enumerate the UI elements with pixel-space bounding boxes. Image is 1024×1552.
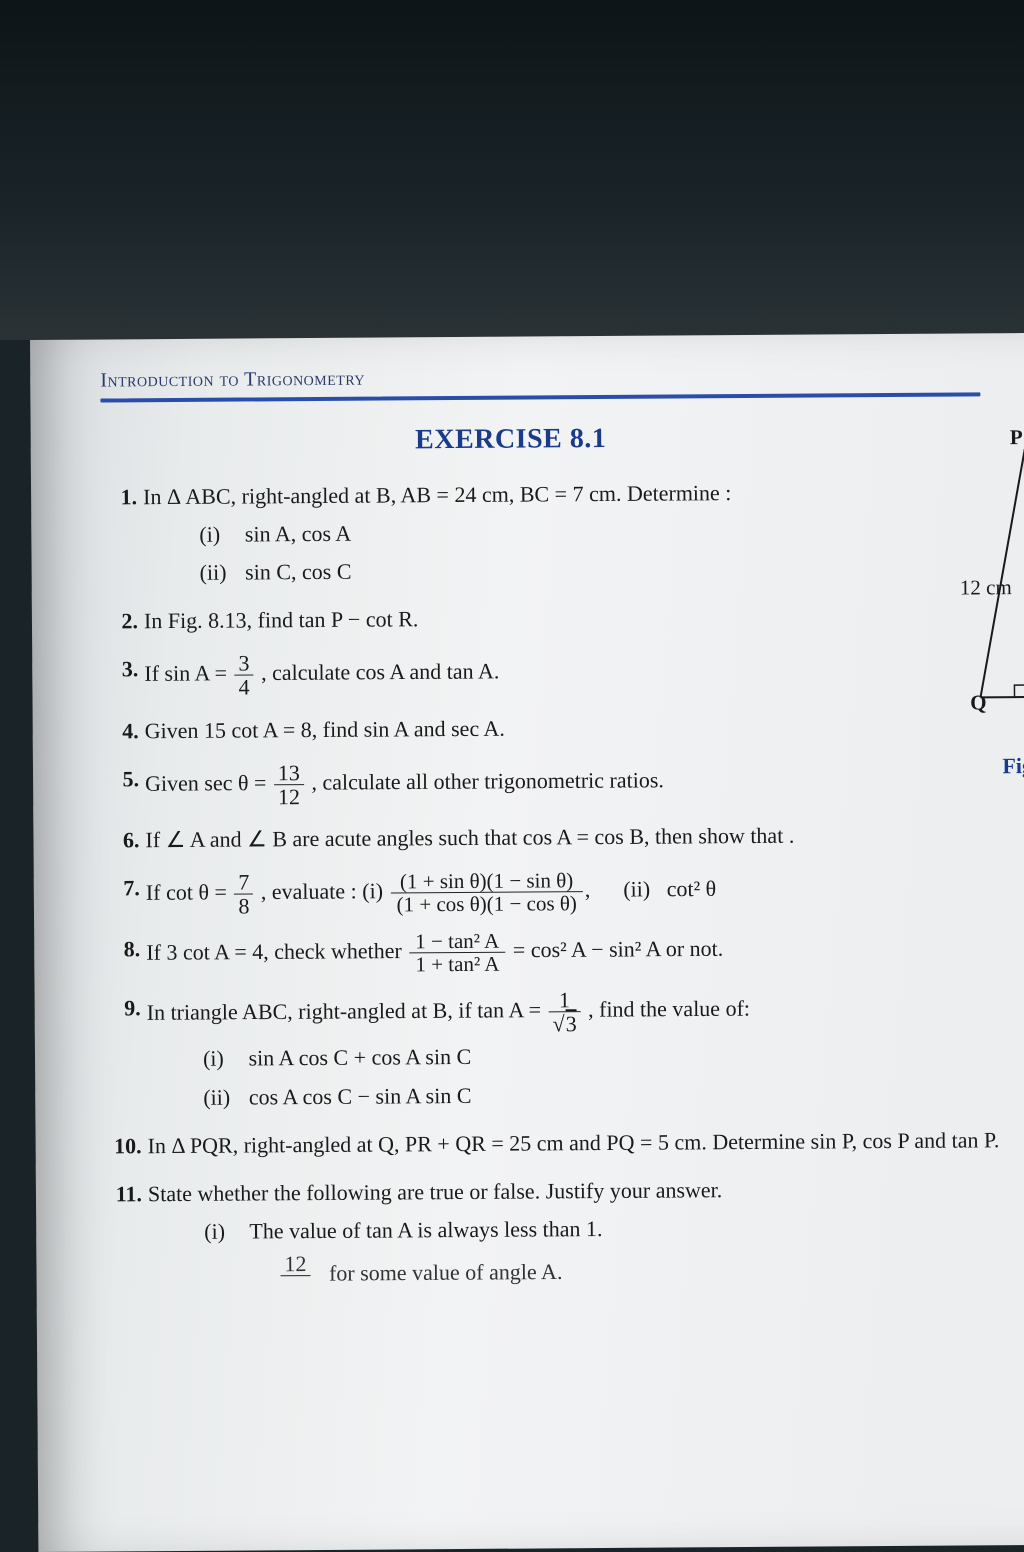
problem-number: 7.: [104, 871, 140, 905]
exercise-title: EXERCISE 8.1: [101, 421, 921, 459]
sub-item: (i) The value of tan A is always less th…: [148, 1209, 1006, 1249]
problem-5: 5. Given sec θ = 13 12 , calculate all o…: [103, 756, 1003, 809]
cutoff-text: for some value of angle A.: [329, 1259, 563, 1286]
problem-2: 2. In Fig. 8.13, find tan P − cot R.: [102, 599, 1002, 639]
photo-dark-area: [0, 0, 1024, 340]
problem-text-post: , evaluate : (i): [261, 878, 389, 904]
sqrt-radicand: 3: [565, 1012, 577, 1037]
problem-text: State whether the following are true or …: [148, 1177, 722, 1206]
problem-number: 11.: [106, 1177, 142, 1211]
problem-3: 3. If sin A = 3 4 , calculate cos A and …: [102, 647, 1002, 700]
sub-label: (ii): [623, 876, 650, 901]
vertex-label-p: P: [1010, 425, 1023, 450]
problem-text: In Fig. 8.13, find tan P − cot R.: [144, 607, 419, 634]
problem-10: 10. In Δ PQR, right-angled at Q, PR + QR…: [106, 1123, 1006, 1163]
fraction-num: 12: [280, 1252, 310, 1276]
comma: ,: [585, 876, 618, 901]
sub-item: (i) sin A, cos A: [143, 512, 1001, 552]
figure-caption-partial: Fig: [1002, 753, 1024, 779]
cutoff-line: 12 for some value of angle A.: [148, 1247, 1006, 1300]
problem-text: Given 15 cot A = 8, find sin A and sec A…: [145, 715, 505, 743]
problem-number: 1.: [101, 480, 137, 514]
sub-text: The value of tan A is always less than 1…: [249, 1216, 602, 1243]
problem-text-pre: Given sec θ =: [145, 770, 272, 796]
problem-text: In Δ PQR, right-angled at Q, PR + QR = 2…: [148, 1127, 1000, 1158]
problem-number: 6.: [103, 823, 139, 857]
problem-text: If ∠ A and ∠ B are acute angles such tha…: [145, 823, 794, 853]
header-rule: [100, 392, 980, 402]
problem-number: 2.: [102, 605, 138, 639]
fraction-den: 1 + tan² A: [409, 953, 505, 976]
fraction-den: (1 + cos θ)(1 − cos θ): [391, 892, 583, 915]
sub-label: (i): [199, 518, 239, 552]
problem-1: 1. In Δ ABC, right-angled at B, AB = 24 …: [101, 474, 1002, 591]
sub-text: sin C, cos C: [245, 559, 352, 585]
fraction: 1 − tan² A 1 + tan² A: [407, 930, 507, 976]
sub-item: (i) sin A cos C + cos A sin C: [147, 1037, 1005, 1077]
fraction: 13 12: [272, 761, 306, 808]
fraction-den: 8: [234, 894, 253, 917]
problem-number: 5.: [103, 762, 139, 796]
fraction-den: 4: [235, 676, 254, 699]
fraction-num: 1 − tan² A: [409, 930, 505, 954]
figure-8-13-partial: P 12 cm Q: [959, 425, 1024, 745]
problem-text-pre: If cot θ =: [146, 879, 233, 905]
problem-number: 10.: [106, 1129, 142, 1163]
sub-text: sin A cos C + cos A sin C: [248, 1044, 471, 1071]
problem-text: In Δ ABC, right-angled at B, AB = 24 cm,…: [143, 480, 731, 509]
fraction-den: √3: [549, 1012, 581, 1035]
problem-number: 8.: [104, 932, 140, 966]
problem-text-post: , calculate cos A and tan A.: [261, 659, 499, 686]
fraction-partial: 12: [278, 1252, 312, 1299]
sub-item: (ii) cos A cos C − sin A sin C: [147, 1075, 1005, 1115]
sub-label: (ii): [203, 1080, 243, 1114]
sub-item: (ii) sin C, cos C: [144, 550, 1002, 590]
problem-6: 6. If ∠ A and ∠ B are acute angles such …: [103, 817, 1003, 857]
problem-text-pre: If sin A =: [144, 661, 232, 687]
sub-text: sin A, cos A: [245, 521, 352, 547]
problem-9: 9. In triangle ABC, right-angled at B, i…: [105, 985, 1006, 1115]
problem-number: 9.: [105, 991, 141, 1025]
problem-text-pre: In triangle ABC, right-angled at B, if t…: [147, 997, 547, 1025]
fraction-den: [281, 1276, 311, 1299]
problem-number: 4.: [103, 714, 139, 748]
sub-label: (ii): [200, 556, 240, 590]
textbook-page: Introduction to Trigonometry EXERCISE 8.…: [30, 333, 1024, 1552]
problem-number: 3.: [102, 653, 138, 687]
problem-11: 11. State whether the following are true…: [106, 1171, 1007, 1301]
fraction-num: 1: [548, 988, 580, 1012]
sub-label: (i): [204, 1214, 244, 1248]
fraction-num: 7: [234, 870, 253, 894]
problem-text-tail: [656, 876, 662, 901]
problem-text-post: , calculate all other trigonometric rati…: [311, 767, 664, 794]
problem-text-pre: If 3 cot A = 4, check whether: [146, 938, 407, 965]
sub-text: cos A cos C − sin A sin C: [249, 1082, 472, 1109]
fraction: 3 4: [232, 652, 255, 699]
problem-text-post: , find the value of:: [588, 996, 750, 1022]
fraction: 7 8: [232, 870, 255, 917]
problem-list: 1. In Δ ABC, right-angled at B, AB = 24 …: [101, 474, 1007, 1300]
fraction-num: 13: [274, 761, 304, 785]
fraction: 1 √3: [546, 988, 582, 1035]
sub-label: (i): [203, 1042, 243, 1076]
fraction-num: (1 + sin θ)(1 − sin θ): [390, 869, 582, 893]
fraction-den: 12: [274, 785, 304, 808]
fraction: (1 + sin θ)(1 − sin θ) (1 + cos θ)(1 − c…: [388, 869, 585, 915]
problem-text-tail: cot² θ: [667, 876, 717, 901]
running-head: Introduction to Trigonometry: [100, 363, 1024, 392]
problem-4: 4. Given 15 cot A = 8, find sin A and se…: [103, 708, 1003, 748]
problem-text-post: = cos² A − sin² A or not.: [513, 936, 724, 962]
problem-8: 8. If 3 cot A = 4, check whether 1 − tan…: [104, 926, 1004, 977]
fraction-num: 3: [234, 652, 253, 676]
problem-7: 7. If cot θ = 7 8 , evaluate : (i) (1 + …: [104, 865, 1004, 918]
